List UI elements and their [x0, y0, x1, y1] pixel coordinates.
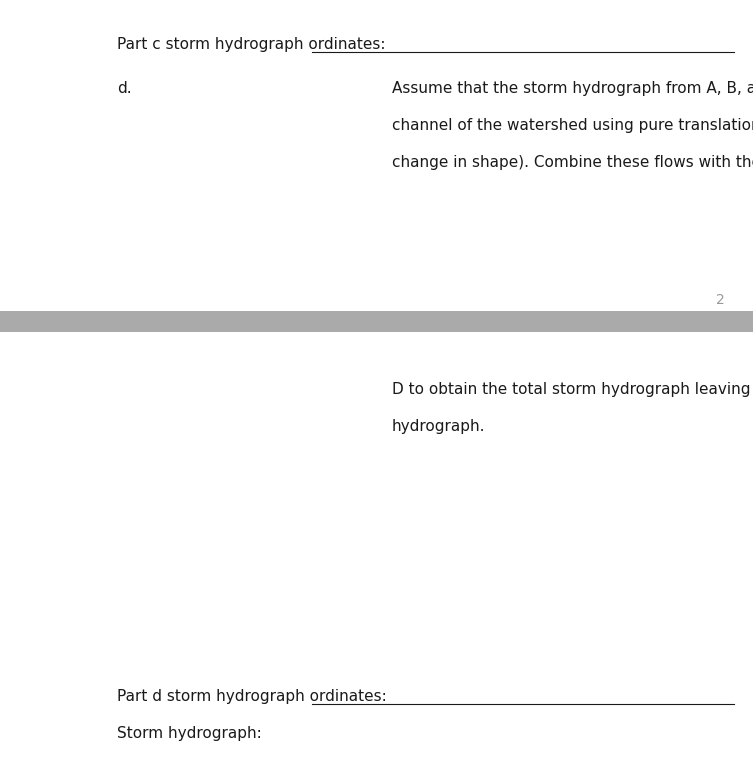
- Text: Part c storm hydrograph ordinates:: Part c storm hydrograph ordinates:: [117, 37, 386, 52]
- Text: channel of the watershed using pure translation (2 hours lag to the outlet witho: channel of the watershed using pure tran…: [392, 118, 753, 133]
- Text: d.: d.: [117, 81, 131, 96]
- Text: D to obtain the total storm hydrograph leaving the watershed. Graph the storm: D to obtain the total storm hydrograph l…: [392, 382, 753, 397]
- Text: Storm hydrograph:: Storm hydrograph:: [117, 726, 261, 740]
- Bar: [0, 311, 753, 332]
- Text: 2: 2: [715, 293, 724, 307]
- Text: Part d storm hydrograph ordinates:: Part d storm hydrograph ordinates:: [117, 689, 386, 703]
- Text: change in shape). Combine these flows with the storm hydrograph from subwatershe: change in shape). Combine these flows wi…: [392, 155, 753, 170]
- Text: hydrograph.: hydrograph.: [392, 419, 485, 434]
- Text: Assume that the storm hydrograph from A, B, and C is routed through the main: Assume that the storm hydrograph from A,…: [392, 81, 753, 96]
